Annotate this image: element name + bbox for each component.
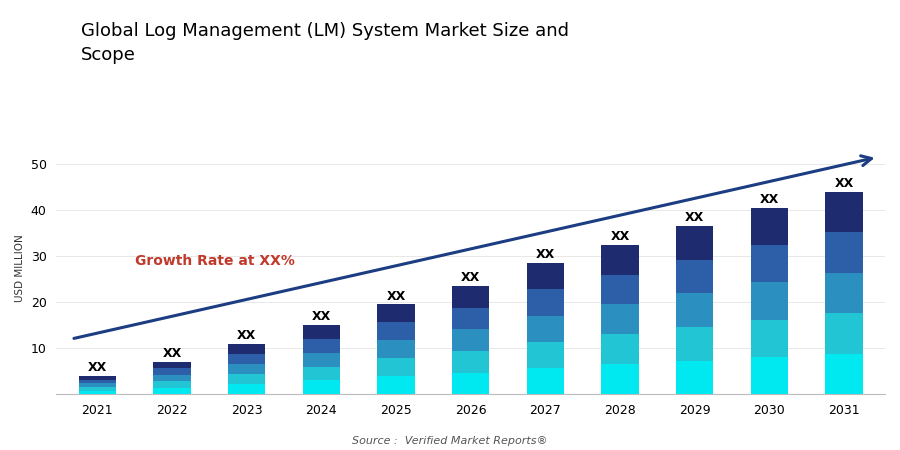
- Bar: [601, 305, 639, 334]
- Bar: [302, 353, 340, 367]
- Bar: [452, 308, 490, 329]
- Text: Growth Rate at XX%: Growth Rate at XX%: [135, 254, 294, 268]
- Bar: [676, 226, 714, 260]
- Bar: [302, 325, 340, 339]
- Text: XX: XX: [87, 361, 107, 374]
- Bar: [228, 374, 266, 384]
- Bar: [153, 388, 191, 394]
- Text: XX: XX: [685, 212, 704, 225]
- Bar: [78, 379, 116, 383]
- Bar: [78, 383, 116, 387]
- Text: XX: XX: [610, 230, 630, 243]
- Bar: [377, 323, 415, 340]
- Text: XX: XX: [834, 177, 853, 190]
- Bar: [153, 362, 191, 369]
- Bar: [825, 273, 862, 313]
- Text: XX: XX: [386, 290, 406, 303]
- Bar: [153, 369, 191, 375]
- Bar: [601, 364, 639, 394]
- Bar: [78, 376, 116, 379]
- Bar: [377, 340, 415, 358]
- Bar: [78, 391, 116, 394]
- Bar: [153, 382, 191, 388]
- Text: Global Log Management (LM) System Market Size and
Scope: Global Log Management (LM) System Market…: [81, 22, 569, 64]
- Bar: [228, 364, 266, 374]
- Bar: [452, 351, 490, 373]
- Bar: [452, 373, 490, 394]
- Bar: [601, 245, 639, 274]
- Bar: [526, 342, 564, 368]
- Text: XX: XX: [760, 193, 778, 206]
- Bar: [228, 354, 266, 364]
- Bar: [302, 380, 340, 394]
- Text: XX: XX: [311, 310, 331, 324]
- Text: Source :  Verified Market Reports®: Source : Verified Market Reports®: [352, 436, 548, 446]
- Bar: [377, 358, 415, 376]
- Text: XX: XX: [162, 347, 182, 360]
- Y-axis label: USD MILLION: USD MILLION: [15, 234, 25, 302]
- Bar: [751, 320, 788, 357]
- Bar: [526, 368, 564, 394]
- Bar: [751, 208, 788, 245]
- Bar: [751, 245, 788, 283]
- Bar: [78, 387, 116, 391]
- Bar: [676, 360, 714, 394]
- Bar: [676, 293, 714, 327]
- Bar: [676, 327, 714, 360]
- Text: XX: XX: [461, 271, 481, 284]
- Bar: [228, 384, 266, 394]
- Bar: [825, 192, 862, 232]
- Bar: [526, 289, 564, 315]
- Text: XX: XX: [536, 248, 555, 261]
- Bar: [302, 367, 340, 380]
- Bar: [228, 344, 266, 354]
- Bar: [377, 376, 415, 394]
- Bar: [526, 315, 564, 342]
- Bar: [452, 286, 490, 308]
- Bar: [751, 357, 788, 394]
- Bar: [302, 339, 340, 353]
- Bar: [377, 305, 415, 323]
- Bar: [153, 375, 191, 382]
- Bar: [452, 329, 490, 351]
- Bar: [751, 283, 788, 320]
- Bar: [526, 263, 564, 289]
- Bar: [825, 232, 862, 273]
- Bar: [601, 334, 639, 365]
- Bar: [825, 354, 862, 394]
- Bar: [601, 274, 639, 305]
- Bar: [825, 313, 862, 354]
- Bar: [676, 260, 714, 293]
- Text: XX: XX: [237, 329, 256, 342]
